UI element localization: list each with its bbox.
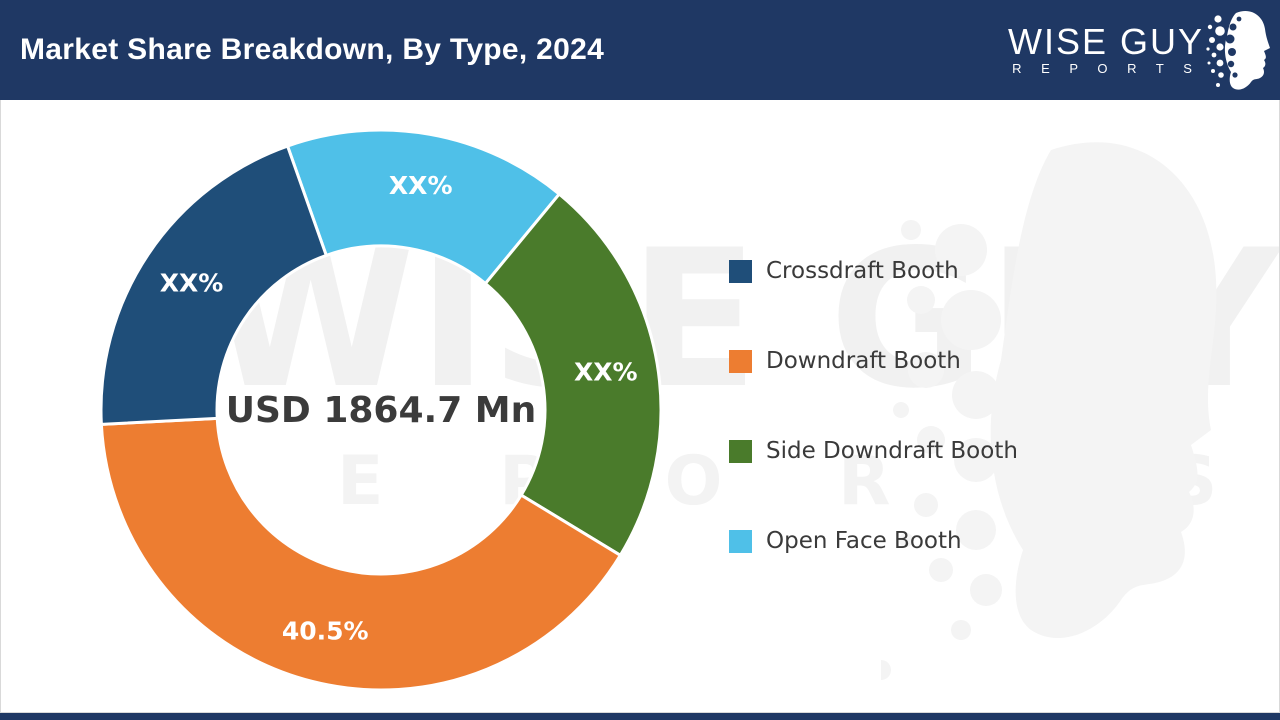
logo-wordmark: WISE GUY [1007, 21, 1204, 62]
donut-segment-downdraft-booth [99, 416, 622, 692]
segment-label: XX% [160, 269, 224, 298]
legend-swatch [729, 349, 752, 373]
legend-item-side-downdraft-booth: Side Downdraft Booth [729, 438, 1018, 464]
legend-item-crossdraft-booth: Crossdraft Booth [729, 258, 1018, 284]
legend-swatch [729, 439, 752, 463]
legend-item-downdraft-booth: Downdraft Booth [729, 348, 1018, 374]
legend-label: Downdraft Booth [766, 348, 961, 374]
wiseguy-logo: WISE GUY R E P O R T S [1008, 7, 1270, 93]
donut-segment-open-face-booth [286, 128, 561, 286]
watermark-face-icon [881, 142, 1217, 680]
wiseguy-face-icon [1206, 10, 1270, 90]
wiseguy-logo-text: WISE GUY R E P O R T S [1007, 21, 1204, 77]
legend-swatch [729, 529, 752, 553]
legend-item-open-face-booth: Open Face Booth [729, 528, 1018, 554]
chart-legend: Crossdraft Booth Downdraft Booth Side Down… [729, 258, 1018, 619]
header-bar: Market Share Breakdown, By Type, 2024 WI… [0, 0, 1280, 100]
legend-swatch [729, 259, 752, 283]
donut-segment-crossdraft-booth [99, 144, 328, 426]
logo-subtitle: R E P O R T S [1012, 61, 1200, 76]
donut-chart: XX% XX% 40.5% XX% USD 1864.7 Mn [98, 127, 664, 693]
donut-segment-side-downdraft-booth [483, 192, 663, 557]
chart-area: WISE GUY R E P O R T S XX% XX% 40.5% XX% US… [0, 100, 1280, 713]
legend-label: Open Face Booth [766, 528, 962, 554]
legend-label: Crossdraft Booth [766, 258, 959, 284]
page-title: Market Share Breakdown, By Type, 2024 [20, 33, 605, 66]
segment-label: XX% [574, 358, 638, 387]
footer-bar [0, 713, 1280, 720]
legend-label: Side Downdraft Booth [766, 438, 1018, 464]
segment-label: 40.5% [282, 617, 369, 646]
segment-label: XX% [389, 171, 453, 200]
